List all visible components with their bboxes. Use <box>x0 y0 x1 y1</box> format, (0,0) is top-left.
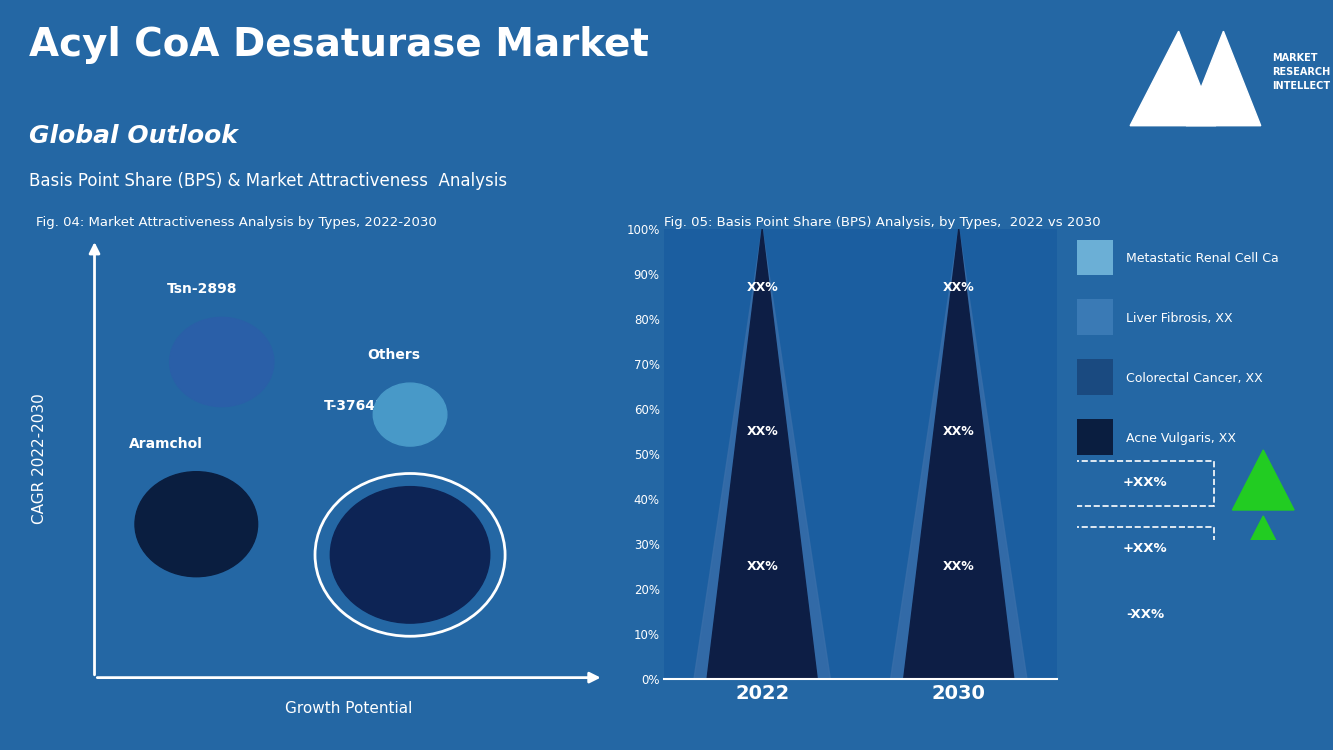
Circle shape <box>169 317 273 407</box>
FancyBboxPatch shape <box>1076 238 1113 274</box>
Text: Liver Fibrosis, XX: Liver Fibrosis, XX <box>1126 311 1233 325</box>
Text: +XX%: +XX% <box>1122 542 1168 556</box>
Text: Global Outlook: Global Outlook <box>29 124 239 148</box>
Polygon shape <box>1233 450 1294 510</box>
Polygon shape <box>904 229 1014 679</box>
Text: XX%: XX% <box>942 280 974 294</box>
Text: XX%: XX% <box>746 560 778 573</box>
Text: Acne Vulgaris, XX: Acne Vulgaris, XX <box>1126 431 1237 445</box>
Text: XX%: XX% <box>942 560 974 573</box>
Polygon shape <box>706 229 817 679</box>
Text: XX%: XX% <box>942 424 974 438</box>
Text: Others: Others <box>367 348 420 362</box>
Circle shape <box>135 472 257 577</box>
Text: Aramchol: Aramchol <box>129 436 203 451</box>
Text: MARKET
RESEARCH
INTELLECT: MARKET RESEARCH INTELLECT <box>1272 53 1330 91</box>
Text: XX%: XX% <box>746 424 778 438</box>
Polygon shape <box>1130 32 1216 126</box>
Text: Tsn-2898: Tsn-2898 <box>167 282 237 296</box>
Text: +XX%: +XX% <box>1122 476 1168 490</box>
Circle shape <box>331 487 489 623</box>
FancyBboxPatch shape <box>1076 358 1113 394</box>
Polygon shape <box>1233 516 1294 576</box>
Text: Acyl CoA Desaturase Market: Acyl CoA Desaturase Market <box>29 26 649 64</box>
Text: Colorectal Cancer, XX: Colorectal Cancer, XX <box>1126 371 1264 385</box>
Text: -XX%: -XX% <box>1126 608 1164 622</box>
Polygon shape <box>694 229 830 679</box>
Polygon shape <box>1233 582 1294 642</box>
Text: T-3764518: T-3764518 <box>324 399 405 413</box>
Text: CAGR 2022-2030: CAGR 2022-2030 <box>32 393 47 524</box>
Text: Fig. 04: Market Attractiveness Analysis by Types, 2022-2030: Fig. 04: Market Attractiveness Analysis … <box>36 216 437 229</box>
Polygon shape <box>1186 32 1261 126</box>
Text: Fig. 05: Basis Point Share (BPS) Analysis, by Types,  2022 vs 2030: Fig. 05: Basis Point Share (BPS) Analysi… <box>664 216 1101 229</box>
Text: XX%: XX% <box>746 280 778 294</box>
Polygon shape <box>890 229 1026 679</box>
Text: Metastatic Renal Cell Ca: Metastatic Renal Cell Ca <box>1126 251 1280 265</box>
Circle shape <box>373 383 447 446</box>
FancyBboxPatch shape <box>1076 419 1113 454</box>
Text: Growth Potential: Growth Potential <box>285 701 413 716</box>
FancyBboxPatch shape <box>1076 298 1113 334</box>
Text: Basis Point Share (BPS) & Market Attractiveness  Analysis: Basis Point Share (BPS) & Market Attract… <box>29 172 508 190</box>
